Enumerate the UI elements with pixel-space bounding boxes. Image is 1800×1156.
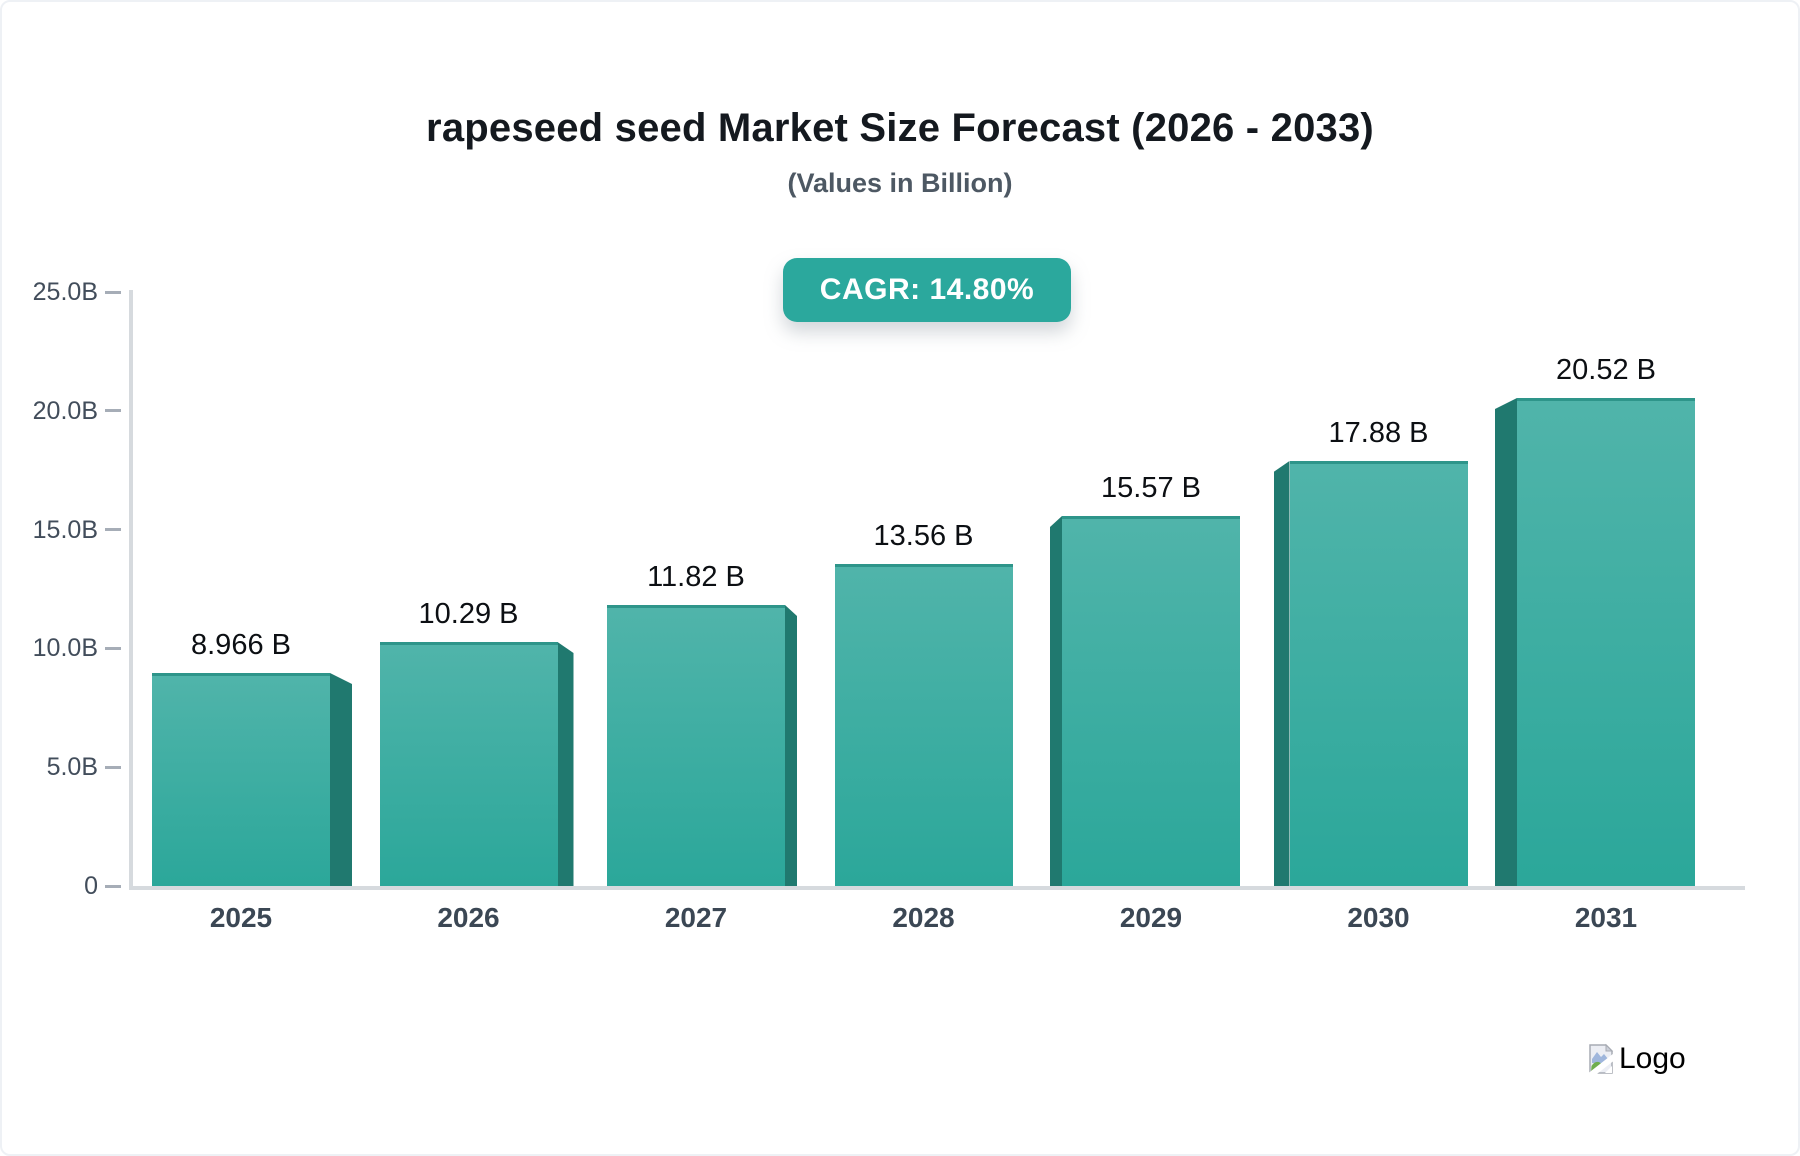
y-axis-tick-label: 0 [84,872,98,900]
bar-value-label: 8.966 B [191,629,291,661]
bar-value-label: 15.57 B [1101,472,1201,504]
bar-value-label: 17.88 B [1328,417,1429,449]
bar-3d-side [557,642,574,886]
bar-2027[interactable] [607,605,785,886]
y-axis-tick-label: 20.0B [32,396,98,425]
y-axis-tick-label: 25.0B [32,278,98,306]
x-axis-category-label: 2025 [209,902,273,933]
cagr-badge: CAGR: 14.80% [783,258,1071,322]
bar-3d-side [785,605,797,886]
y-axis-tick [105,884,121,888]
x-axis-category-label: 2031 [1574,902,1638,933]
y-axis-tick-label: 15.0B [32,515,98,544]
bar-3d-side [1050,516,1062,886]
bar-3d-side [1273,461,1290,886]
chart-title: rapeseed seed Market Size Forecast (2026… [426,106,1374,150]
bar-2028[interactable] [834,564,1013,886]
y-axis-tick [105,290,121,294]
logo-alt-text: Logo [1619,1042,1686,1075]
chart-subtitle: (Values in Billion) [787,168,1013,198]
y-axis-tick-label: 10.0B [32,634,98,663]
bar-2031[interactable] [1517,398,1695,886]
bar-value-label: 13.56 B [873,520,974,552]
x-axis-category-label: 2027 [664,902,728,933]
y-axis-tick [105,646,121,650]
y-axis-tick [105,528,121,532]
bar-2025[interactable] [152,673,330,886]
bar-3d-side [330,673,352,886]
bar-value-label: 11.82 B [647,561,745,593]
bar-2029[interactable] [1062,516,1240,886]
y-axis-tick [105,765,121,769]
y-axis-tick-label: 5.0B [46,753,98,782]
bar-value-label: 10.29 B [418,598,519,630]
x-axis-category-label: 2028 [892,902,955,933]
bar-value-label: 20.52 B [1556,354,1656,386]
x-axis-category-label: 2029 [1119,902,1183,933]
cagr-badge-label: CAGR: 14.80% [819,273,1035,306]
x-axis-baseline [129,886,1745,890]
bar-3d-side [1495,398,1517,886]
bar-2030[interactable] [1289,461,1468,886]
footer-logo: Logo [1585,1042,1686,1076]
y-axis-tick [105,409,121,413]
bar-2026[interactable] [379,642,558,886]
x-axis-category-label: 2026 [437,902,500,933]
broken-image-icon [1585,1043,1617,1075]
y-axis-line [129,290,133,888]
x-axis-category-label: 2030 [1347,902,1410,933]
